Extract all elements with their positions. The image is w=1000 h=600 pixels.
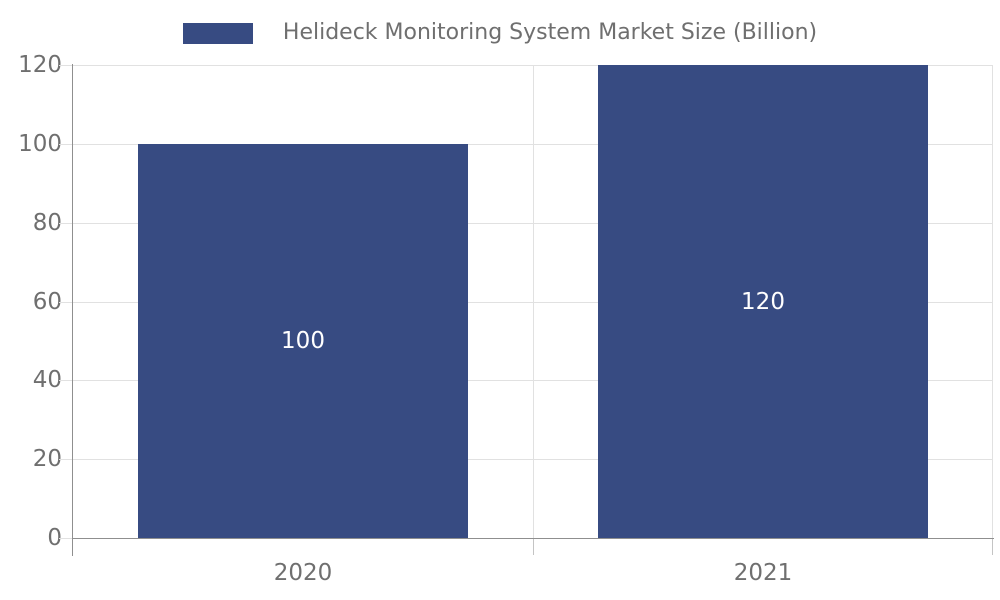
y-tick-mark <box>59 459 73 460</box>
x-axis-line <box>73 538 994 539</box>
y-tick-label: 80 <box>32 210 62 236</box>
legend-item[interactable]: Helideck Monitoring System Market Size (… <box>182 20 818 46</box>
bar: 100 <box>138 144 468 538</box>
y-tick-mark <box>59 538 73 539</box>
x-axis-label: 2020 <box>273 560 333 586</box>
y-tick-label: 40 <box>32 367 62 393</box>
plot-area: 100 120 <box>59 65 993 539</box>
y-tick-mark <box>59 65 73 66</box>
x-tick-mark <box>533 539 534 555</box>
y-tick-mark <box>59 144 73 145</box>
bar-value-label: 120 <box>741 288 785 315</box>
bar: 120 <box>598 65 928 538</box>
legend-swatch <box>182 22 253 44</box>
y-tick-label: 60 <box>32 289 62 315</box>
bar-value-label: 100 <box>281 328 325 354</box>
y-tick-mark <box>59 302 73 303</box>
legend: Helideck Monitoring System Market Size (… <box>0 20 1000 46</box>
y-tick-mark <box>59 223 73 224</box>
y-tick-label: 120 <box>18 52 62 78</box>
y-tick-label: 20 <box>32 446 62 472</box>
y-axis-line <box>72 64 73 556</box>
x-axis-label: 2021 <box>733 560 793 586</box>
category-gridline <box>533 65 534 538</box>
category-gridline <box>992 65 993 538</box>
legend-label: Helideck Monitoring System Market Size (… <box>282 20 818 45</box>
y-tick-mark <box>59 380 73 381</box>
y-tick-label: 100 <box>18 131 62 157</box>
y-tick-label: 0 <box>47 525 62 551</box>
x-tick-mark <box>992 539 993 555</box>
